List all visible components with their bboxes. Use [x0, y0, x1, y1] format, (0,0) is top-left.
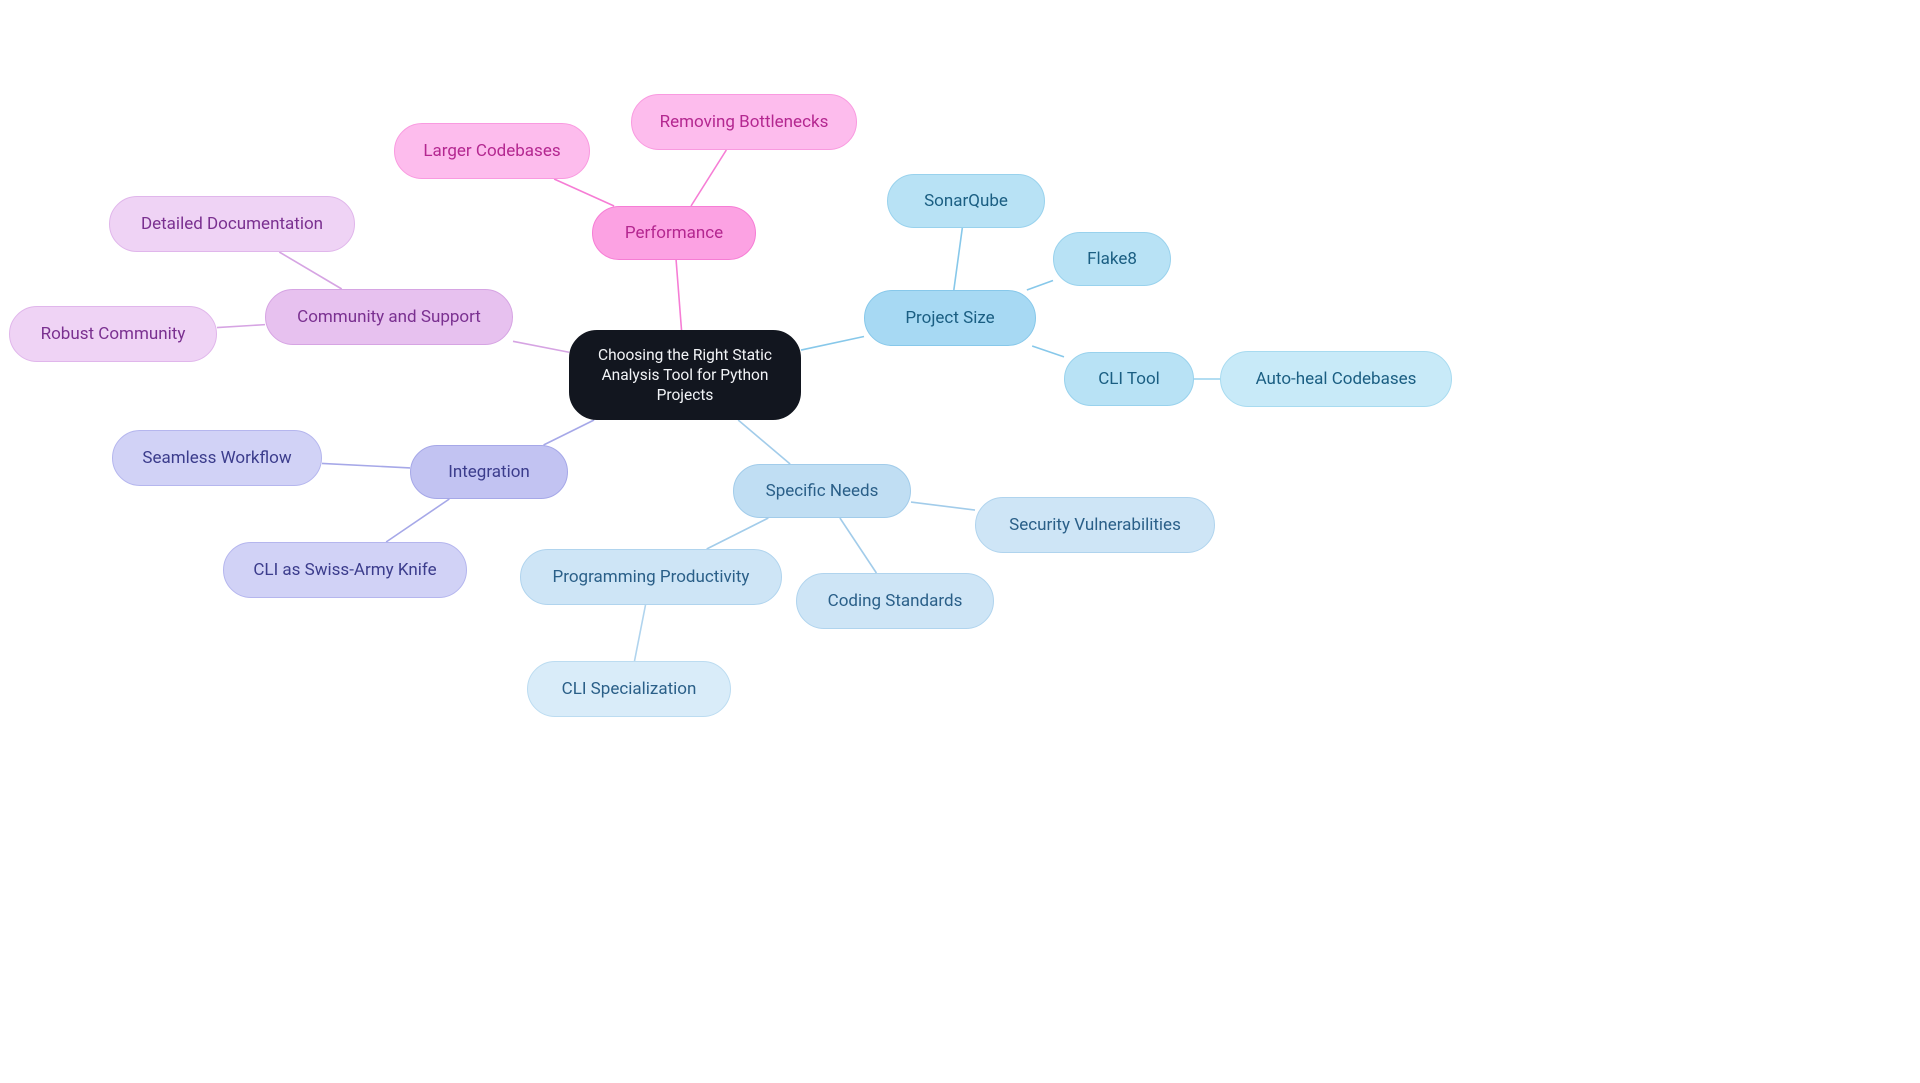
edge-specific_needs-security: [911, 502, 975, 510]
node-security: Security Vulnerabilities: [975, 497, 1215, 553]
node-robust: Robust Community: [9, 306, 217, 362]
node-flake8: Flake8: [1053, 232, 1171, 286]
node-bottlenecks: Removing Bottlenecks: [631, 94, 857, 150]
node-coding_std: Coding Standards: [796, 573, 994, 629]
node-larger_cb: Larger Codebases: [394, 123, 590, 179]
node-performance: Performance: [592, 206, 756, 260]
edge-center-integration: [544, 420, 595, 445]
node-project_size: Project Size: [864, 290, 1036, 346]
edge-prog_prod-cli_spec: [635, 605, 646, 661]
edge-project_size-cli_tool: [1032, 346, 1064, 357]
node-sonarqube: SonarQube: [887, 174, 1045, 228]
node-swiss: CLI as Swiss-Army Knife: [223, 542, 467, 598]
edge-center-project_size: [801, 336, 864, 350]
node-prog_prod: Programming Productivity: [520, 549, 782, 605]
node-cli_tool: CLI Tool: [1064, 352, 1194, 406]
edge-integration-seamless: [322, 463, 410, 468]
node-docs: Detailed Documentation: [109, 196, 355, 252]
edge-community-robust: [217, 325, 265, 328]
node-specific_needs: Specific Needs: [733, 464, 911, 518]
node-center: Choosing the Right Static Analysis Tool …: [569, 330, 801, 420]
edge-center-performance: [676, 260, 681, 330]
node-seamless: Seamless Workflow: [112, 430, 322, 486]
node-community: Community and Support: [265, 289, 513, 345]
edge-project_size-sonarqube: [954, 228, 962, 290]
edge-project_size-flake8: [1027, 280, 1053, 290]
edge-specific_needs-prog_prod: [707, 518, 769, 549]
edge-center-specific_needs: [738, 420, 790, 464]
edge-integration-swiss: [386, 499, 449, 542]
node-integration: Integration: [410, 445, 568, 499]
edge-community-docs: [279, 252, 341, 289]
edge-center-community: [513, 341, 569, 352]
edge-performance-bottlenecks: [691, 150, 726, 206]
node-autoheal: Auto-heal Codebases: [1220, 351, 1452, 407]
edge-performance-larger_cb: [554, 179, 614, 206]
edge-specific_needs-coding_std: [840, 518, 877, 573]
node-cli_spec: CLI Specialization: [527, 661, 731, 717]
